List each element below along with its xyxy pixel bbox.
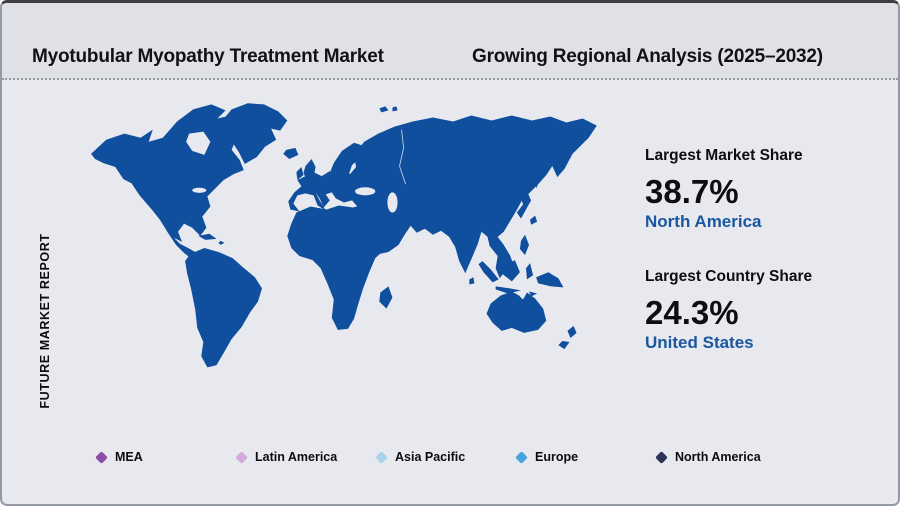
legend-label: Europe — [535, 450, 579, 464]
map-borneo — [502, 260, 520, 282]
stat-region-market-share: North America — [645, 212, 762, 231]
legend-item-mea: MEA — [95, 450, 143, 464]
map-sakhalin — [534, 168, 541, 189]
world-map — [88, 87, 614, 416]
map-south-america — [185, 247, 262, 368]
map-caribbean — [198, 233, 225, 245]
map-australia — [486, 291, 547, 333]
map-ireland — [296, 167, 304, 181]
legend-label: Latin America — [255, 450, 338, 464]
legend-label: Asia Pacific — [395, 450, 466, 464]
map-greenland — [221, 103, 288, 165]
legend-label: North America — [675, 450, 761, 464]
map-new-zealand — [558, 325, 577, 350]
map-sulawesi — [525, 263, 534, 280]
map-hudson-bay — [186, 131, 211, 155]
world-map-svg — [91, 103, 597, 368]
header-band — [2, 3, 898, 80]
map-scandinavia — [327, 142, 367, 184]
stat-value-market-share: 38.7% — [645, 173, 739, 210]
map-sumatra — [478, 261, 499, 283]
legend-item-north-america: North America — [655, 450, 761, 464]
map-new-guinea — [536, 272, 564, 288]
map-java — [495, 286, 521, 294]
stat-value-country-share: 24.3% — [645, 294, 739, 331]
brand-vertical-label: FUTURE MARKET REPORT — [38, 233, 52, 409]
map-country-border — [399, 129, 407, 185]
latin-america-diamond-icon — [235, 450, 248, 464]
page-title-left: Myotubular Myopathy Treatment Market — [32, 46, 384, 67]
europe-diamond-icon — [515, 450, 528, 464]
map-svalbard — [379, 106, 398, 113]
page-title-right: Growing Regional Analysis (2025–2032) — [472, 46, 823, 67]
asia-pacific-diamond-icon — [375, 450, 388, 464]
legend-item-latin-america: Latin America — [235, 450, 338, 464]
legend-item-europe: Europe — [515, 450, 579, 464]
stat-label-market-share: Largest Market Share — [645, 147, 803, 164]
map-iceland — [283, 147, 299, 159]
legend-label: MEA — [115, 450, 143, 464]
mea-diamond-icon — [95, 450, 108, 464]
map-japan — [516, 191, 538, 225]
map-philippines — [519, 234, 530, 256]
map-africa — [287, 203, 395, 330]
legend-item-asia-pacific: Asia Pacific — [375, 450, 466, 464]
stat-region-country-share: United States — [645, 333, 754, 352]
map-great-lakes — [192, 187, 207, 193]
map-timor — [529, 291, 538, 297]
stat-label-country-share: Largest Country Share — [645, 268, 813, 285]
map-britain — [303, 158, 316, 182]
map-black-sea — [355, 187, 376, 196]
map-eurasia — [288, 115, 597, 279]
map-madagascar — [379, 286, 393, 309]
north-america-diamond-icon — [655, 450, 668, 464]
map-caspian-sea — [387, 192, 398, 213]
map-sri-lanka — [469, 277, 475, 285]
